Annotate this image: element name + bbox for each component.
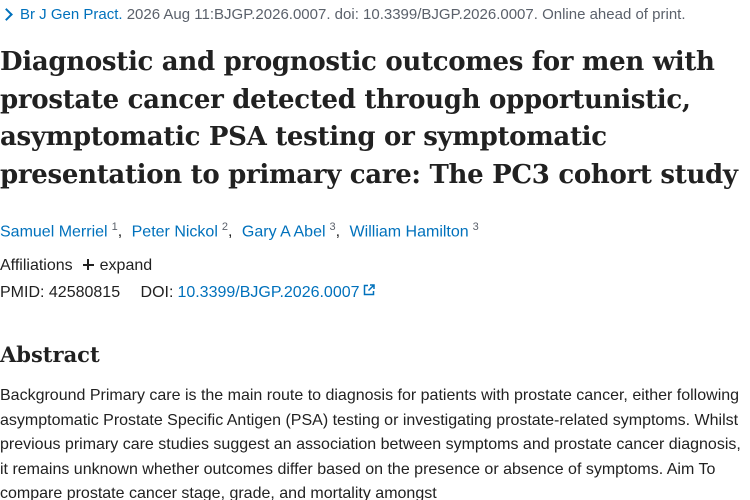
author-affiliation-number[interactable]: 1 xyxy=(111,221,118,233)
author-link[interactable]: William Hamilton xyxy=(349,223,469,241)
author-affiliation-number[interactable]: 3 xyxy=(472,221,479,233)
affiliations-label: Affiliations xyxy=(0,257,73,274)
affiliations-row: Affiliations expand xyxy=(0,254,152,278)
plus-icon xyxy=(82,259,94,271)
author-list: Samuel Merriel 1, Peter Nickol 2, Gary A A… xyxy=(0,215,479,244)
author-separator: , xyxy=(335,223,341,241)
article-title: Diagnostic and prognostic outcomes for m… xyxy=(0,47,738,190)
identifiers-row: PMID: 42580815 DOI: 10.3399/BJGP.2026.000… xyxy=(0,281,375,305)
pmid-value: 42580815 xyxy=(48,284,121,302)
abstract-heading: Abstract xyxy=(0,342,100,367)
expand-affiliations-button[interactable]: expand xyxy=(82,257,153,274)
author-separator: , xyxy=(117,223,123,241)
author-link[interactable]: Peter Nickol xyxy=(131,223,218,241)
author-separator: , xyxy=(228,223,233,241)
author-affiliation-number[interactable]: 3 xyxy=(329,221,336,233)
pmid-label: PMID: xyxy=(0,284,45,302)
citation-details: 2026 Aug 11:BJGP.2026.0007. doi: 10.3399… xyxy=(122,6,686,23)
external-link-icon[interactable] xyxy=(363,280,375,304)
author-affiliation-number[interactable]: 2 xyxy=(221,221,228,233)
author-link[interactable]: Samuel Merriel xyxy=(0,223,108,241)
abstract-text: Background Primary care is the main rout… xyxy=(0,387,741,500)
author-link[interactable]: Gary A Abel xyxy=(241,223,326,241)
journal-link[interactable]: Br J Gen Pract. xyxy=(20,6,123,23)
doi-link[interactable]: 10.3399/BJGP.2026.0007 xyxy=(177,284,360,302)
expand-label: expand xyxy=(99,257,153,274)
doi-label: DOI: xyxy=(140,284,174,302)
chevron-right-icon[interactable] xyxy=(0,8,13,21)
citation-line: Br J Gen Pract. 2026 Aug 11:BJGP.2026.00… xyxy=(0,4,750,26)
